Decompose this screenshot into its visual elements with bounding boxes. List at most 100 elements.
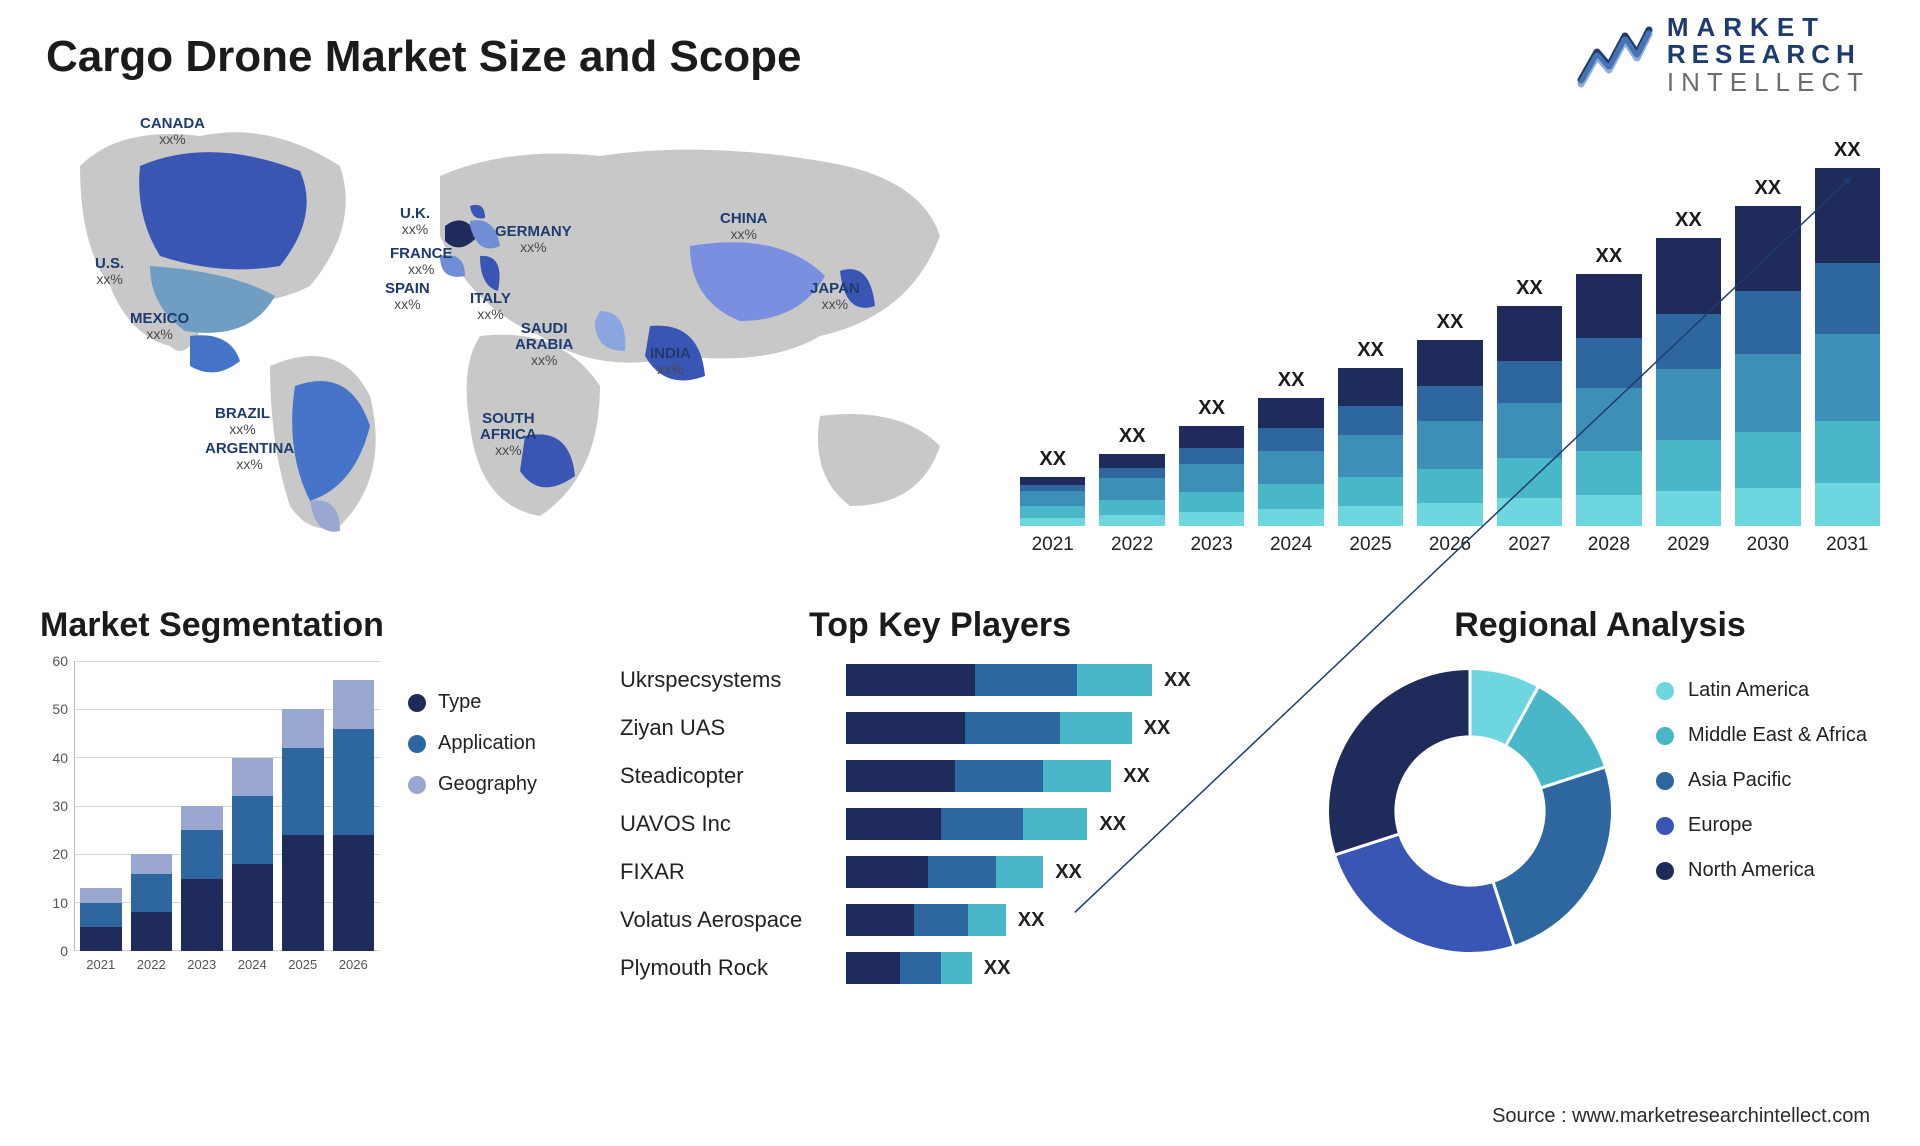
growth-bar-segment [1497, 458, 1562, 498]
player-bar-segment [941, 952, 972, 984]
growth-bar-segment [1576, 338, 1641, 387]
seg-year-label: 2022 [131, 951, 173, 981]
player-row: SteadicopterXX [620, 757, 1260, 795]
swatch-icon [1656, 682, 1674, 700]
growth-bar-segment [1179, 464, 1244, 492]
player-bar [846, 760, 1111, 792]
growth-bar-segment [1099, 500, 1164, 515]
growth-bar-segment [1338, 477, 1403, 506]
growth-bar: XX [1258, 369, 1323, 526]
growth-bar-segment [1656, 314, 1721, 369]
growth-bar-segment [1258, 509, 1323, 526]
player-bar-segment [914, 904, 968, 936]
growth-bar-segment [1656, 491, 1721, 526]
regional-legend-item: Asia Pacific [1656, 769, 1867, 792]
growth-bar-segment [1735, 206, 1800, 291]
map-label: GERMANYxx% [495, 224, 572, 254]
growth-bar-segment [1417, 421, 1482, 469]
map-label: INDIAxx% [650, 346, 691, 376]
regional-legend-label: Europe [1688, 814, 1753, 837]
brand-line3: INTELLECT [1667, 69, 1870, 96]
growth-bar: XX [1179, 397, 1244, 526]
growth-bar-segment [1258, 398, 1323, 427]
player-bar [846, 712, 1132, 744]
growth-bar: XX [1497, 277, 1562, 526]
seg-bar-segment [181, 806, 223, 830]
growth-bar-segment [1417, 340, 1482, 386]
player-value: XX [1144, 717, 1171, 740]
map-label: SPAINxx% [385, 281, 430, 311]
map-label: CANADAxx% [140, 116, 205, 146]
growth-bar: XX [1656, 209, 1721, 526]
seg-y-tick: 10 [40, 895, 68, 911]
growth-bar-value: XX [1039, 448, 1066, 471]
key-players-panel: Top Key Players UkrspecsystemsXXZiyan UA… [620, 606, 1260, 1036]
growth-bar-segment [1179, 448, 1244, 465]
player-bar-wrap: XX [846, 904, 1260, 936]
player-row: FIXAR XX [620, 853, 1260, 891]
swatch-icon [1656, 727, 1674, 745]
growth-bar-segment [1338, 406, 1403, 435]
brand-line1: MARKET [1667, 14, 1870, 41]
growth-year-label: 2021 [1020, 526, 1085, 566]
player-bar-segment [846, 712, 965, 744]
growth-bar-segment [1497, 498, 1562, 526]
growth-bar-segment [1099, 468, 1164, 479]
seg-bar-segment [333, 680, 375, 728]
growth-bar-segment [1417, 503, 1482, 526]
key-players-title: Top Key Players [620, 606, 1260, 645]
brand-text: MARKET RESEARCH INTELLECT [1667, 14, 1870, 96]
swatch-icon [408, 694, 426, 712]
player-bar-segment [941, 808, 1023, 840]
seg-bar-segment [282, 748, 324, 835]
segmentation-panel: Market Segmentation 0102030405060 202120… [40, 606, 560, 1036]
growth-bar-value: XX [1119, 425, 1146, 448]
regional-panel: Regional Analysis Latin AmericaMiddle Ea… [1320, 606, 1880, 1036]
growth-bar-segment [1815, 168, 1880, 263]
growth-bar-value: XX [1754, 177, 1781, 200]
player-bar-segment [1077, 664, 1152, 696]
seg-bar-segment [181, 879, 223, 952]
donut-slice [1328, 669, 1471, 856]
seg-bar-segment [282, 709, 324, 748]
donut-slice [1334, 834, 1514, 954]
seg-legend-label: Geography [438, 773, 537, 796]
player-bar-segment [846, 760, 955, 792]
swatch-icon [408, 776, 426, 794]
growth-bar-segment [1099, 454, 1164, 468]
seg-bar-segment [333, 729, 375, 835]
growth-year-label: 2031 [1815, 526, 1880, 566]
swatch-icon [1656, 862, 1674, 880]
player-name: FIXAR [620, 859, 830, 885]
player-bar-segment [975, 664, 1077, 696]
growth-bar: XX [1815, 139, 1880, 526]
map-label: BRAZILxx% [215, 406, 270, 436]
growth-bar-segment [1179, 426, 1244, 448]
seg-bar-segment [333, 835, 375, 951]
seg-bar [131, 854, 173, 951]
growth-bar-segment [1179, 512, 1244, 526]
growth-year-label: 2027 [1497, 526, 1562, 566]
brand-logo: MARKET RESEARCH INTELLECT [1577, 14, 1870, 96]
player-value: XX [1055, 861, 1082, 884]
player-bar-wrap: XX [846, 952, 1260, 984]
player-bar-segment [955, 760, 1043, 792]
map-label: U.S.xx% [95, 256, 124, 286]
seg-bar-segment [131, 854, 173, 873]
seg-bar [80, 888, 122, 951]
segmentation-legend: TypeApplicationGeography [408, 691, 537, 796]
growth-bar-segment [1815, 421, 1880, 483]
seg-y-tick: 40 [40, 750, 68, 766]
growth-bar-segment [1497, 403, 1562, 458]
growth-bar-segment [1576, 388, 1641, 451]
growth-bar: XX [1735, 177, 1800, 526]
player-row: UAVOS IncXX [620, 805, 1260, 843]
player-bar-segment [846, 904, 914, 936]
seg-bar-segment [232, 758, 274, 797]
player-name: Ziyan UAS [620, 715, 830, 741]
seg-y-tick: 20 [40, 846, 68, 862]
player-row: Plymouth RockXX [620, 949, 1260, 987]
map-label: U.K.xx% [400, 206, 430, 236]
player-bar-wrap: XX [846, 712, 1260, 744]
growth-bar-segment [1656, 440, 1721, 491]
